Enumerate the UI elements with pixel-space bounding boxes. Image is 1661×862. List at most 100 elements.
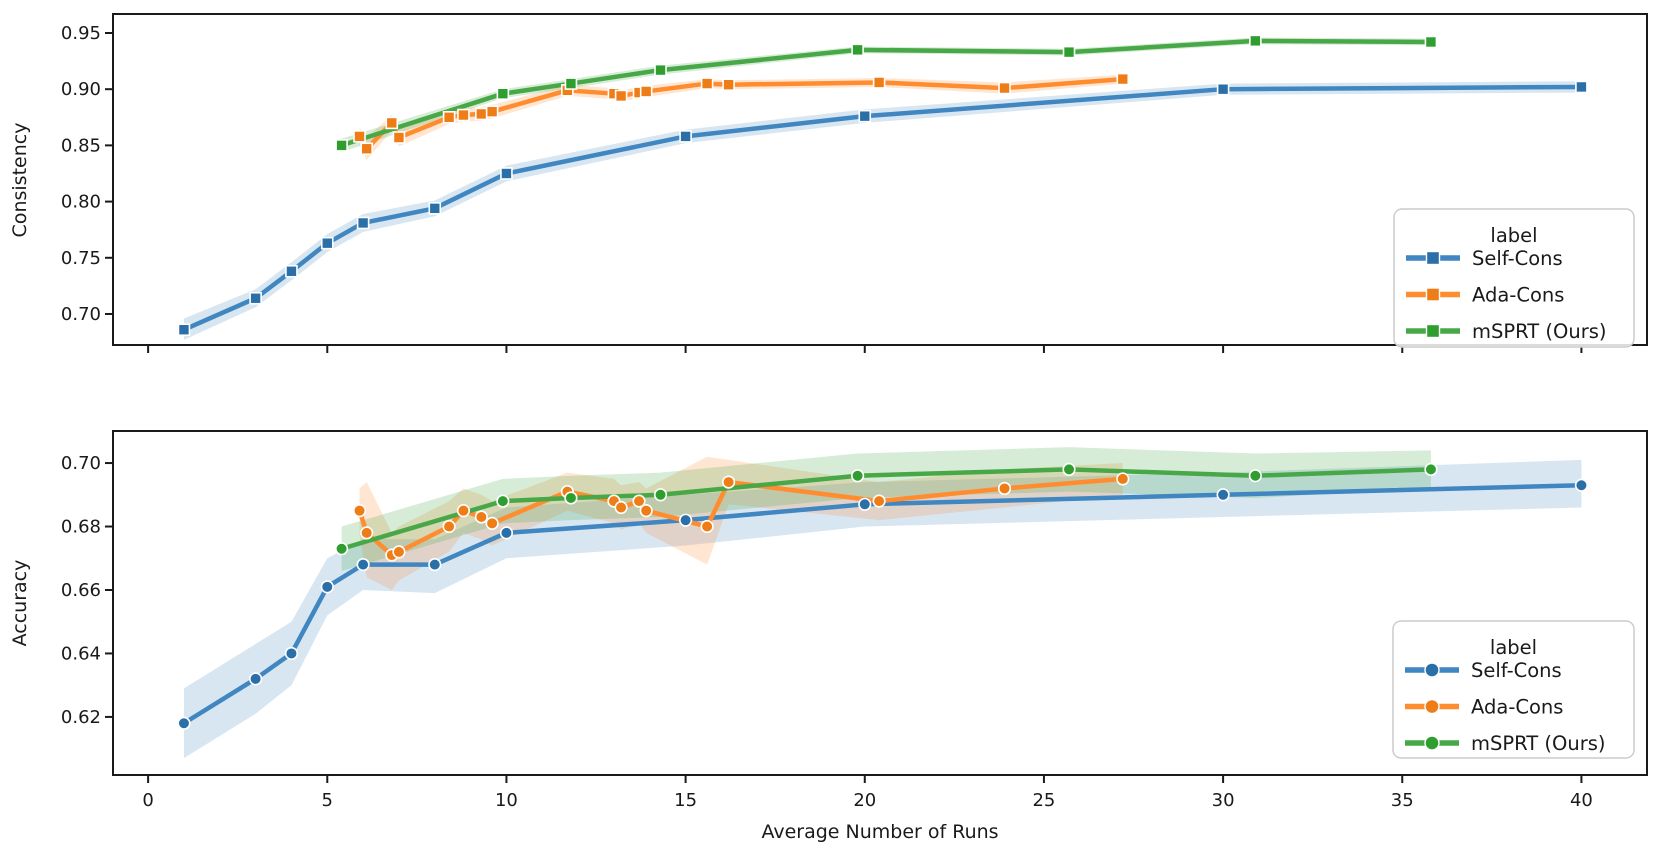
legend-entry-label: Self-Cons	[1471, 659, 1562, 682]
legend-box	[1393, 208, 1635, 348]
accuracy-y-axis-label: Accuracy	[9, 560, 31, 647]
ada-cons-marker	[442, 110, 456, 124]
ada-cons-marker	[474, 510, 488, 524]
y-tick-label: 0.64	[61, 643, 101, 664]
legend-circle-marker-icon	[1424, 698, 1440, 715]
legend-entry-label: mSPRT (Ours)	[1471, 732, 1605, 755]
ada-cons-marker	[457, 108, 470, 122]
ada-cons-marker	[353, 130, 366, 143]
ada-cons-marker	[392, 131, 406, 144]
self-cons-marker	[1575, 80, 1588, 94]
ada-cons-marker	[1116, 72, 1130, 86]
ada-cons-marker	[700, 77, 714, 90]
ada-cons-marker	[722, 78, 735, 91]
msprt-ours-marker	[564, 491, 578, 505]
legend-square-marker-icon	[1425, 250, 1441, 266]
ada-cons-marker	[997, 481, 1012, 496]
consistency-y-axis-label: Consistency	[9, 123, 31, 238]
ada-cons-marker	[998, 81, 1011, 95]
ada-cons-marker	[872, 76, 886, 89]
legend-square-marker-icon	[1425, 323, 1441, 339]
y-tick-label: 0.75	[61, 248, 101, 269]
axes-spines	[112, 430, 1648, 776]
x-tick-label: 40	[1570, 790, 1593, 811]
ada-cons-marker	[485, 105, 499, 118]
legend-entry-ada-cons: Ada-Cons	[1406, 284, 1564, 307]
msprt-ours-marker	[335, 542, 349, 556]
self-cons-marker	[1216, 488, 1230, 502]
msprt-ours-marker	[1248, 469, 1262, 483]
self-cons-marker	[1216, 82, 1230, 96]
charts-render-root: 0.700.750.800.850.900.95labelSelf-ConsAd…	[61, 13, 1648, 811]
self-cons-marker	[177, 716, 191, 730]
msprt-ours-marker	[851, 469, 865, 483]
legend-title: label	[1490, 636, 1537, 659]
self-cons-marker	[428, 558, 442, 572]
self-cons-marker	[249, 672, 263, 686]
ada-cons-marker	[442, 519, 456, 534]
self-cons-marker	[177, 323, 191, 337]
plot-area	[177, 34, 1588, 340]
self-cons-marker	[285, 264, 298, 278]
msprt-ours-marker	[1062, 45, 1076, 59]
x-tick-label: 0	[142, 790, 153, 811]
ada-cons-marker	[360, 526, 374, 540]
x-tick-label: 20	[853, 790, 876, 811]
y-tick-label: 0.70	[61, 304, 101, 325]
msprt-ours-marker	[654, 63, 667, 77]
self-cons-marker	[356, 216, 370, 230]
ada-cons-marker	[485, 516, 499, 530]
ada-cons-marker	[385, 116, 399, 130]
axes-spines	[112, 13, 1648, 346]
y-tick-label: 0.90	[61, 79, 101, 100]
chart-accuracy: 0 5 10 15 20 25 30 35 40 0.62 0.64 0.66 0.68 0.70 labe…	[61, 430, 1648, 811]
legend-square-marker-icon	[1425, 287, 1441, 302]
legend-entry-label: Ada-Cons	[1472, 284, 1564, 307]
ada-cons-ci-band	[359, 456, 1123, 590]
plot-area	[177, 447, 1589, 759]
legend-circle-marker-icon	[1424, 662, 1440, 678]
self-cons-marker	[1574, 478, 1589, 492]
y-tick-label: 0.68	[61, 517, 101, 538]
ada-cons-marker	[614, 500, 628, 515]
x-tick-label: 10	[495, 790, 518, 811]
x-axis-label: Average Number of Runs	[761, 821, 998, 843]
self-cons-marker	[356, 558, 370, 572]
ada-cons-marker	[700, 519, 714, 534]
legend-entry-self-cons: Self-Cons	[1405, 659, 1562, 682]
msprt-ours-marker	[335, 139, 348, 152]
self-cons-marker	[284, 646, 299, 661]
ada-cons-marker	[1116, 472, 1130, 486]
ada-cons-marker	[639, 504, 653, 518]
msprt-ours-ci-band	[341, 447, 1431, 571]
self-cons-marker	[858, 109, 872, 123]
y-tick-label: 0.70	[61, 453, 101, 474]
x-tick-label: 25	[1032, 790, 1055, 811]
msprt-ours-marker	[496, 87, 510, 100]
legend-entry-msprt-ours: mSPRT (Ours)	[1406, 320, 1606, 343]
msprt-ours-marker	[1062, 462, 1076, 476]
msprt-ours-marker	[1424, 35, 1438, 49]
self-cons-marker	[428, 202, 442, 215]
self-cons-marker	[249, 291, 262, 305]
self-cons-marker	[858, 497, 872, 511]
self-cons-ci-band	[183, 459, 1582, 759]
msprt-ours-marker	[496, 494, 510, 508]
x-tick-label: 30	[1212, 790, 1235, 811]
y-tick-label: 0.85	[61, 135, 101, 156]
legend-entry-self-cons: Self-Cons	[1406, 247, 1563, 270]
x-tick-label: 35	[1391, 790, 1414, 811]
self-cons-marker	[679, 130, 692, 143]
self-cons-marker	[499, 526, 514, 540]
y-tick-label: 0.95	[61, 23, 101, 44]
ada-cons-marker	[632, 494, 646, 508]
self-cons-marker	[320, 580, 334, 594]
legend-title: label	[1490, 224, 1537, 247]
ada-cons-marker	[360, 142, 373, 156]
self-cons-marker	[500, 167, 513, 180]
y-tick-label: 0.62	[61, 707, 101, 728]
ada-cons-marker	[475, 107, 488, 121]
